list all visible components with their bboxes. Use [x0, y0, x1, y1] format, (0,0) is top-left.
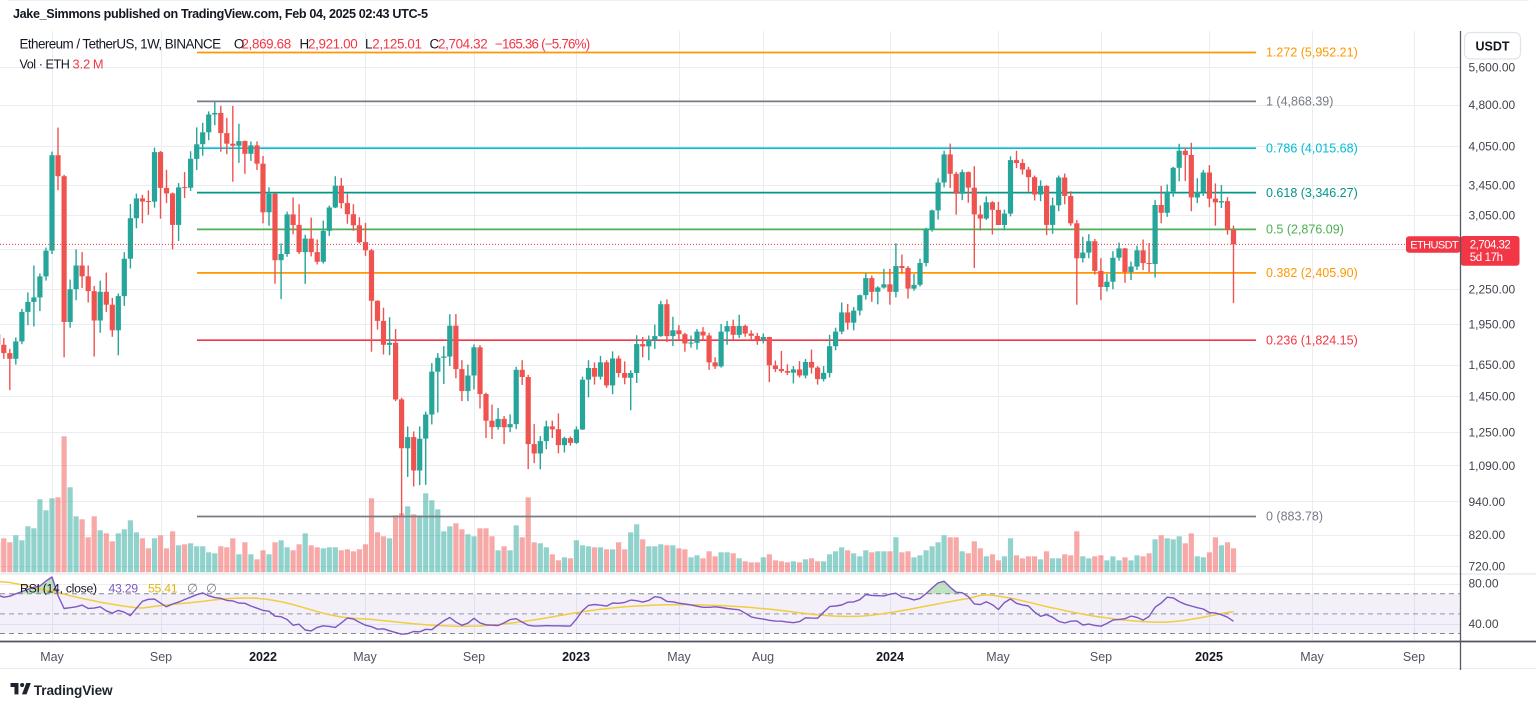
svg-text:Sep: Sep — [1090, 650, 1112, 664]
svg-text:2,125.01: 2,125.01 — [372, 37, 421, 52]
svg-text:May: May — [1300, 650, 1324, 664]
svg-text:3,050.00: 3,050.00 — [1469, 209, 1516, 223]
svg-text:80.00: 80.00 — [1469, 577, 1499, 591]
svg-text:Aug: Aug — [752, 650, 774, 664]
svg-text:Sep: Sep — [1403, 650, 1425, 664]
svg-text:0.236 (1,824.15): 0.236 (1,824.15) — [1266, 333, 1358, 347]
svg-text:Sep: Sep — [463, 650, 485, 664]
svg-text:May: May — [986, 650, 1010, 664]
svg-text:0.618 (3,346.27): 0.618 (3,346.27) — [1266, 186, 1358, 200]
svg-text:2022: 2022 — [249, 650, 277, 664]
svg-text:2,869.68: 2,869.68 — [242, 37, 291, 52]
svg-text:940.00: 940.00 — [1469, 495, 1506, 509]
svg-text:May: May — [353, 650, 377, 664]
svg-text:43.29: 43.29 — [109, 582, 139, 596]
svg-text:May: May — [667, 650, 691, 664]
svg-text:−165.36 (−5.76%): −165.36 (−5.76%) — [495, 37, 590, 52]
svg-text:2025: 2025 — [1195, 650, 1223, 664]
svg-text:3,450.00: 3,450.00 — [1469, 179, 1516, 193]
svg-text:2,921.00: 2,921.00 — [308, 37, 357, 52]
svg-text:1.272 (5,952.21): 1.272 (5,952.21) — [1266, 46, 1358, 60]
svg-text:H: H — [300, 37, 310, 52]
svg-text:1,650.00: 1,650.00 — [1469, 358, 1516, 372]
svg-text:2024: 2024 — [876, 650, 904, 664]
svg-text:Sep: Sep — [150, 650, 172, 664]
svg-text:1,090.00: 1,090.00 — [1469, 459, 1516, 473]
svg-text:2,704.32: 2,704.32 — [1470, 239, 1511, 251]
svg-text:4,050.00: 4,050.00 — [1469, 140, 1516, 154]
svg-text:2023: 2023 — [562, 650, 590, 664]
svg-text:5,600.00: 5,600.00 — [1469, 61, 1516, 75]
svg-text:2,250.00: 2,250.00 — [1469, 283, 1516, 297]
svg-text:L: L — [365, 37, 372, 52]
svg-text:∅: ∅ — [187, 582, 198, 596]
svg-text:0.786 (4,015.68): 0.786 (4,015.68) — [1266, 141, 1358, 155]
svg-text:5d 17h: 5d 17h — [1470, 252, 1503, 264]
svg-text:ETHUSDT: ETHUSDT — [1410, 240, 1459, 252]
svg-text:0.382 (2,405.90): 0.382 (2,405.90) — [1266, 266, 1358, 280]
svg-text:RSI (14, close): RSI (14, close) — [20, 582, 97, 596]
svg-text:O: O — [234, 37, 244, 52]
svg-text:1,250.00: 1,250.00 — [1469, 426, 1516, 440]
svg-text:Ethereum / TetherUS, 1W, BINAN: Ethereum / TetherUS, 1W, BINANCE — [20, 37, 222, 52]
svg-text:820.00: 820.00 — [1469, 528, 1506, 542]
svg-text:720.00: 720.00 — [1469, 560, 1506, 574]
svg-text:0.5 (2,876.09): 0.5 (2,876.09) — [1266, 223, 1344, 237]
svg-text:C: C — [430, 37, 440, 52]
svg-text:1,950.00: 1,950.00 — [1469, 317, 1516, 331]
svg-text:Vol · ETH: Vol · ETH — [20, 58, 70, 72]
svg-text:2,704.32: 2,704.32 — [438, 37, 487, 52]
svg-text:40.00: 40.00 — [1469, 617, 1499, 631]
svg-text:1,450.00: 1,450.00 — [1469, 389, 1516, 403]
svg-text:0 (883.78): 0 (883.78) — [1266, 510, 1323, 524]
svg-text:May: May — [40, 650, 64, 664]
svg-text:Jake_Simmons published on Trad: Jake_Simmons published on TradingView.co… — [13, 7, 428, 21]
svg-text:∅: ∅ — [206, 582, 217, 596]
svg-text:55.41: 55.41 — [148, 582, 178, 596]
svg-text:3.2 M: 3.2 M — [73, 57, 104, 72]
svg-text:TradingView: TradingView — [34, 683, 113, 698]
svg-text:4,800.00: 4,800.00 — [1469, 98, 1516, 112]
svg-text:USDT: USDT — [1475, 39, 1509, 53]
svg-text:1 (4,868.39): 1 (4,868.39) — [1266, 95, 1333, 109]
